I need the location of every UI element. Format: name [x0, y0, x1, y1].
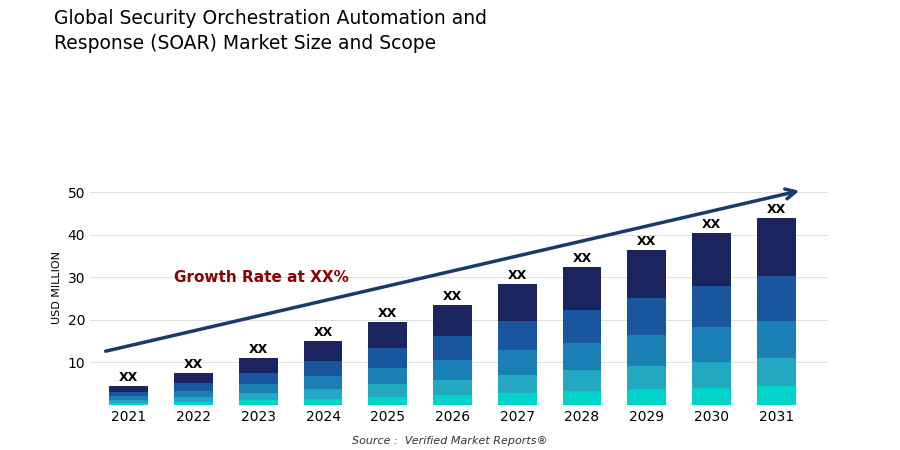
Bar	[627, 389, 666, 405]
Bar	[175, 373, 213, 383]
Bar	[303, 389, 343, 399]
Text: XX: XX	[248, 343, 268, 356]
Bar	[238, 373, 278, 384]
Bar	[627, 298, 666, 335]
Bar	[627, 366, 666, 389]
Bar	[757, 386, 796, 405]
Text: XX: XX	[637, 234, 656, 248]
Bar	[692, 362, 731, 388]
Bar	[433, 305, 472, 336]
Bar	[692, 328, 731, 362]
Bar	[110, 403, 148, 405]
Bar	[433, 395, 472, 405]
Bar	[627, 335, 666, 366]
Bar	[433, 336, 472, 360]
Bar	[110, 396, 148, 400]
Bar	[368, 397, 407, 405]
Bar	[303, 399, 343, 405]
Text: XX: XX	[313, 326, 333, 339]
Bar	[498, 284, 536, 321]
Bar	[110, 386, 148, 392]
Bar	[238, 393, 278, 400]
Bar	[498, 375, 536, 393]
Text: XX: XX	[767, 202, 786, 216]
Text: XX: XX	[702, 217, 721, 230]
Text: Global Security Orchestration Automation and
Response (SOAR) Market Size and Sco: Global Security Orchestration Automation…	[54, 9, 487, 53]
Bar	[175, 391, 213, 397]
Text: XX: XX	[119, 371, 139, 384]
Bar	[303, 376, 343, 389]
Bar	[110, 392, 148, 396]
Bar	[757, 321, 796, 358]
Bar	[692, 233, 731, 286]
Bar	[110, 400, 148, 403]
Bar	[562, 267, 601, 310]
Text: XX: XX	[572, 252, 591, 265]
Bar	[498, 321, 536, 351]
Bar	[303, 361, 343, 376]
Bar	[368, 348, 407, 368]
Bar	[757, 276, 796, 321]
Bar	[627, 250, 666, 298]
Bar	[368, 384, 407, 397]
Bar	[238, 358, 278, 373]
Text: XX: XX	[508, 269, 526, 282]
Bar	[692, 388, 731, 405]
Bar	[175, 397, 213, 402]
Bar	[303, 341, 343, 361]
Text: Source :  Verified Market Reports®: Source : Verified Market Reports®	[352, 436, 548, 446]
Bar	[498, 393, 536, 405]
Bar	[433, 360, 472, 380]
Y-axis label: USD MILLION: USD MILLION	[52, 252, 62, 324]
Bar	[757, 218, 796, 276]
Bar	[368, 322, 407, 348]
Bar	[562, 310, 601, 343]
Bar	[562, 370, 601, 391]
Text: XX: XX	[378, 307, 398, 320]
Bar	[562, 343, 601, 370]
Bar	[368, 368, 407, 384]
Bar	[692, 286, 731, 328]
Bar	[238, 384, 278, 393]
Bar	[175, 402, 213, 405]
Bar	[175, 383, 213, 391]
Text: XX: XX	[184, 358, 203, 371]
Bar	[498, 351, 536, 375]
Bar	[562, 391, 601, 405]
Bar	[433, 380, 472, 395]
Bar	[757, 358, 796, 386]
Text: XX: XX	[443, 290, 463, 303]
Bar	[238, 400, 278, 405]
Text: Growth Rate at XX%: Growth Rate at XX%	[175, 270, 349, 285]
